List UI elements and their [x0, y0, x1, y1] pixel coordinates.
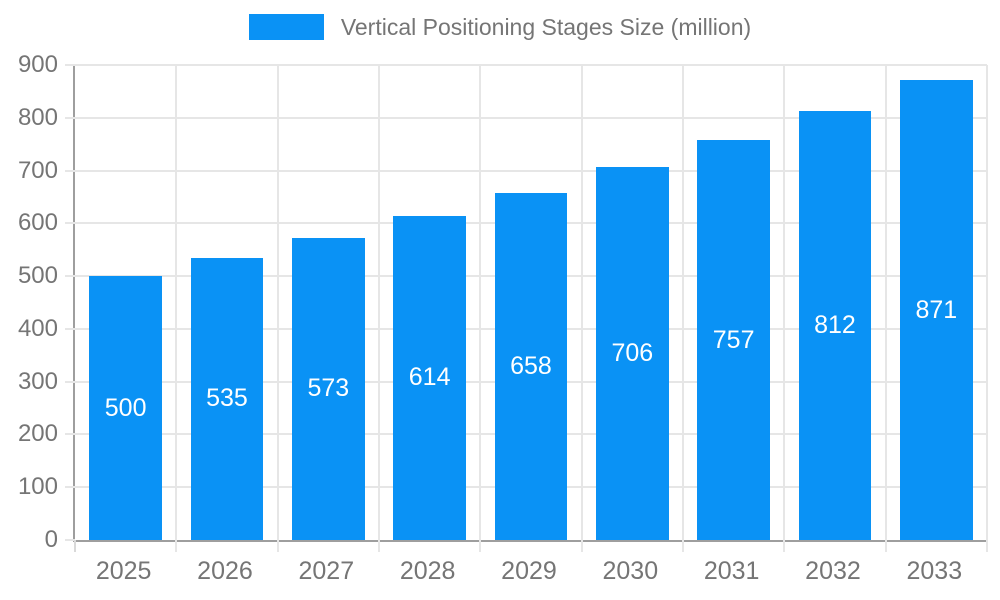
legend-item[interactable]: Vertical Positioning Stages Size (millio…	[0, 14, 1000, 40]
bar-2026[interactable]: 535	[190, 257, 264, 540]
gridline-horizontal	[65, 64, 987, 66]
bar-value-label: 871	[915, 295, 958, 324]
x-tick-label: 2033	[906, 557, 963, 585]
x-tick-label: 2032	[805, 557, 861, 585]
legend-swatch	[248, 14, 324, 40]
gridline-vertical	[783, 65, 786, 552]
bar-value-label: 757	[712, 325, 755, 354]
bar-value-label: 706	[611, 339, 654, 368]
x-tick-label: 2030	[602, 557, 659, 585]
y-tick-label: 700	[17, 156, 58, 184]
x-tick-label: 2025	[95, 557, 152, 585]
bar-value-label: 573	[307, 374, 350, 403]
gridline-vertical	[681, 65, 684, 552]
bar-2032[interactable]: 812	[798, 111, 872, 540]
x-tick-label: 2027	[298, 557, 355, 585]
x-tick-label: 2026	[197, 557, 253, 585]
gridline-horizontal	[65, 116, 987, 119]
gridline-vertical	[884, 65, 887, 552]
y-tick-label: 500	[17, 262, 58, 290]
x-axis-tick	[74, 540, 76, 552]
x-axis: 2025 2026 2027 2028 2029 2030 2031 2032 2033	[73, 556, 985, 590]
bar-2025[interactable]: 500	[89, 276, 163, 540]
gridline-vertical	[377, 65, 380, 552]
plot-area: 500 535 573 614 658 706 757 812 871	[65, 64, 988, 552]
gridline-vertical	[986, 65, 988, 552]
y-tick-label: 600	[17, 209, 58, 237]
bar-2030[interactable]: 706	[595, 167, 669, 540]
gridline-vertical	[580, 65, 583, 552]
bar-value-label: 500	[104, 393, 147, 422]
legend-label: Vertical Positioning Stages Size (millio…	[340, 14, 752, 40]
y-axis-tick	[65, 539, 75, 541]
y-tick-label: 800	[17, 103, 58, 131]
gridline-vertical	[175, 65, 178, 552]
y-tick-label: 400	[17, 314, 58, 342]
y-axis: 0 100 200 300 400 500 600 700 800 900	[0, 53, 58, 552]
x-tick-label: 2028	[399, 557, 456, 585]
bar-value-label: 812	[814, 311, 856, 340]
x-tick-label: 2031	[703, 557, 760, 585]
gridline-horizontal	[65, 169, 987, 172]
bar-2029[interactable]: 658	[494, 192, 568, 540]
bar-value-label: 658	[510, 351, 552, 380]
bar-2028[interactable]: 614	[393, 215, 467, 540]
y-tick-label: 100	[17, 473, 58, 501]
gridline-vertical	[479, 65, 482, 552]
bar-2027[interactable]: 573	[291, 237, 365, 540]
y-tick-label: 0	[44, 526, 58, 553]
y-tick-label: 900	[17, 51, 58, 78]
gridline-vertical	[276, 65, 279, 552]
y-tick-label: 300	[17, 367, 58, 395]
bar-value-label: 535	[206, 384, 248, 413]
bar-2033[interactable]: 871	[899, 80, 973, 540]
bar-value-label: 614	[408, 363, 451, 392]
x-tick-label: 2029	[501, 557, 557, 585]
bar-2031[interactable]: 757	[697, 140, 771, 540]
y-tick-label: 200	[17, 420, 58, 448]
